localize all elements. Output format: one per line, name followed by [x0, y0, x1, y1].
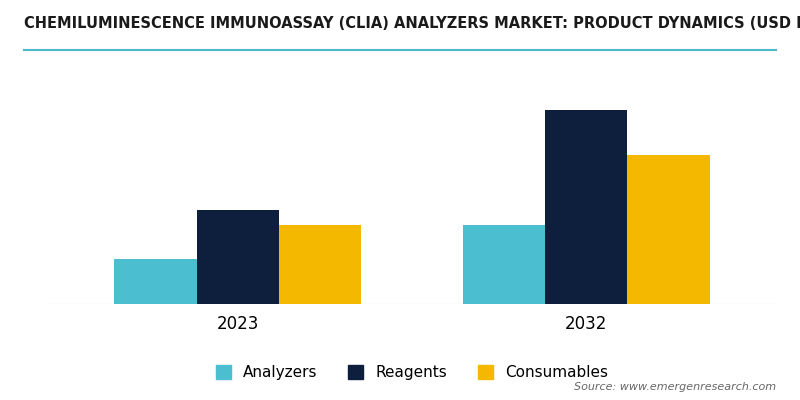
Bar: [545, 110, 627, 304]
Text: CHEMILUMINESCENCE IMMUNOASSAY (CLIA) ANALYZERS MARKET: PRODUCT DYNAMICS (USD BIL: CHEMILUMINESCENCE IMMUNOASSAY (CLIA) ANA…: [24, 16, 800, 31]
Bar: [279, 224, 362, 304]
Legend: Analyzers, Reagents, Consumables: Analyzers, Reagents, Consumables: [210, 359, 614, 386]
Bar: [114, 259, 197, 304]
Bar: [627, 155, 710, 304]
Bar: [197, 210, 279, 304]
Text: Source: www.emergenresearch.com: Source: www.emergenresearch.com: [574, 382, 776, 392]
Bar: [462, 224, 545, 304]
